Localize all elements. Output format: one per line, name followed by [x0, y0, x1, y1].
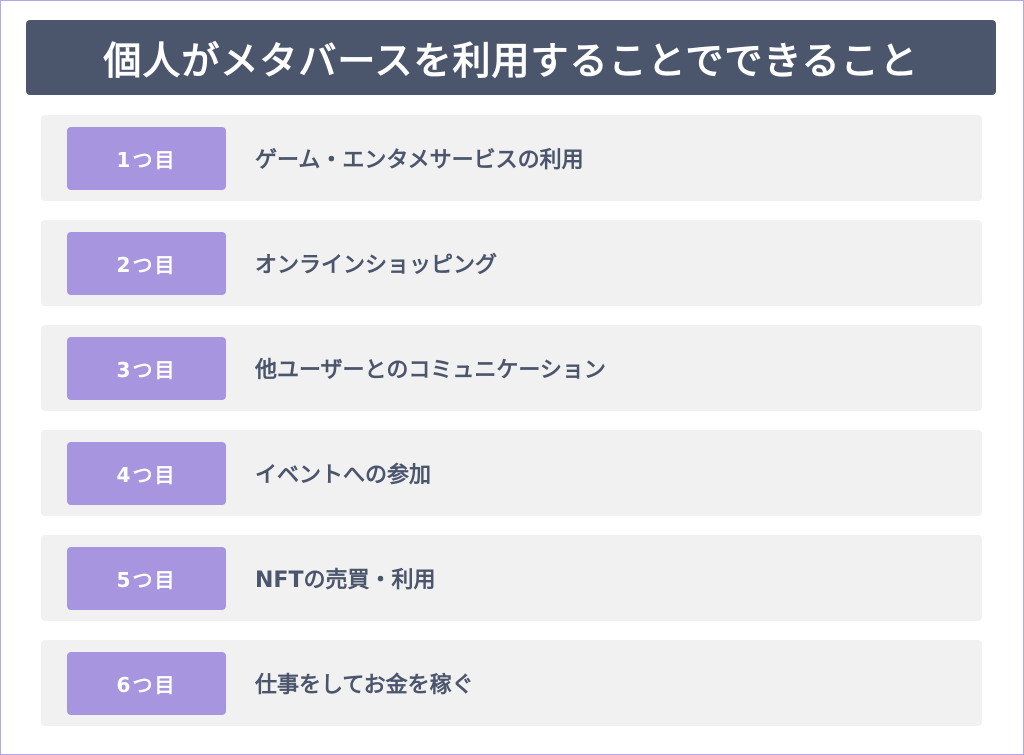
list-item: 5つ目 NFTの売買・利用 [41, 535, 982, 621]
page-title: 個人がメタバースを利用することでできること [26, 20, 996, 95]
item-badge: 5つ目 [67, 547, 226, 610]
item-badge: 6つ目 [67, 652, 226, 715]
list-item: 1つ目 ゲーム・エンタメサービスの利用 [41, 115, 982, 201]
item-label: 仕事をしてお金を稼ぐ [255, 673, 474, 698]
list-item: 2つ目 オンラインショッピング [41, 220, 982, 306]
list-item: 6つ目 仕事をしてお金を稼ぐ [41, 640, 982, 726]
item-badge: 2つ目 [67, 232, 226, 295]
item-badge: 4つ目 [67, 442, 226, 505]
item-badge: 1つ目 [67, 127, 226, 190]
list-item: 3つ目 他ユーザーとのコミュニケーション [41, 325, 982, 411]
item-label: イベントへの参加 [255, 463, 432, 488]
item-badge: 3つ目 [67, 337, 226, 400]
list-item: 4つ目 イベントへの参加 [41, 430, 982, 516]
item-label: NFTの売買・利用 [255, 568, 436, 593]
item-label: オンラインショッピング [255, 253, 498, 278]
item-label: 他ユーザーとのコミュニケーション [255, 358, 606, 383]
item-label: ゲーム・エンタメサービスの利用 [255, 148, 584, 173]
item-list: 1つ目 ゲーム・エンタメサービスの利用 2つ目 オンラインショッピング 3つ目 他ユー… [41, 115, 982, 745]
